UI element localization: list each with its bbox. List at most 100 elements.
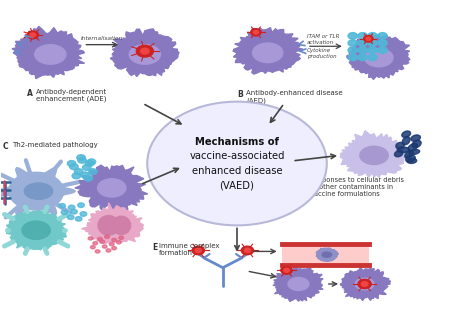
Ellipse shape bbox=[322, 252, 331, 257]
Ellipse shape bbox=[402, 137, 410, 145]
Circle shape bbox=[358, 47, 367, 53]
Text: enhanced disease: enhanced disease bbox=[191, 166, 283, 176]
Circle shape bbox=[358, 279, 371, 288]
Ellipse shape bbox=[409, 149, 419, 155]
Circle shape bbox=[100, 240, 105, 243]
Circle shape bbox=[87, 159, 96, 165]
Ellipse shape bbox=[396, 142, 404, 149]
Circle shape bbox=[77, 155, 85, 161]
Ellipse shape bbox=[253, 43, 283, 62]
Circle shape bbox=[253, 30, 258, 34]
Circle shape bbox=[368, 47, 377, 53]
Circle shape bbox=[192, 246, 204, 255]
Polygon shape bbox=[233, 28, 303, 74]
Circle shape bbox=[348, 54, 357, 60]
Circle shape bbox=[368, 33, 377, 39]
Circle shape bbox=[368, 40, 377, 46]
Text: (VAED): (VAED) bbox=[219, 181, 255, 191]
Circle shape bbox=[251, 29, 261, 36]
Text: D: D bbox=[303, 177, 310, 185]
Ellipse shape bbox=[129, 45, 160, 64]
Circle shape bbox=[82, 164, 91, 170]
Text: C: C bbox=[3, 142, 9, 151]
Bar bbox=[282, 244, 369, 265]
Polygon shape bbox=[340, 131, 410, 177]
Circle shape bbox=[244, 248, 250, 252]
Polygon shape bbox=[316, 248, 338, 262]
Circle shape bbox=[366, 37, 371, 41]
Circle shape bbox=[358, 33, 367, 39]
Text: Antibody-dependent
enhancement (ADE): Antibody-dependent enhancement (ADE) bbox=[36, 89, 107, 102]
Ellipse shape bbox=[360, 146, 388, 164]
Circle shape bbox=[105, 235, 109, 238]
Circle shape bbox=[137, 45, 154, 57]
Text: Antibody-enhanced disease
(AED): Antibody-enhanced disease (AED) bbox=[246, 90, 343, 104]
Ellipse shape bbox=[365, 48, 393, 67]
Polygon shape bbox=[6, 209, 66, 250]
Text: Responses to cellular debris
or other contaminants in
vaccine formulations: Responses to cellular debris or other co… bbox=[310, 177, 404, 197]
Circle shape bbox=[358, 40, 367, 46]
Circle shape bbox=[85, 161, 94, 166]
Circle shape bbox=[67, 161, 76, 166]
Polygon shape bbox=[75, 165, 148, 213]
Ellipse shape bbox=[407, 158, 417, 164]
Circle shape bbox=[112, 247, 117, 250]
Circle shape bbox=[348, 40, 357, 46]
Polygon shape bbox=[82, 203, 144, 244]
Circle shape bbox=[195, 248, 201, 252]
Ellipse shape bbox=[412, 140, 421, 147]
Circle shape bbox=[59, 203, 65, 208]
Ellipse shape bbox=[22, 221, 50, 239]
Ellipse shape bbox=[112, 216, 131, 234]
Polygon shape bbox=[340, 267, 391, 301]
Text: E: E bbox=[152, 243, 157, 252]
Text: Internalisation: Internalisation bbox=[81, 36, 123, 42]
Circle shape bbox=[84, 175, 92, 181]
Text: Cytokine: Cytokine bbox=[307, 48, 331, 53]
Circle shape bbox=[106, 249, 111, 252]
Circle shape bbox=[67, 215, 74, 219]
Circle shape bbox=[68, 205, 75, 210]
Circle shape bbox=[102, 245, 107, 248]
Ellipse shape bbox=[35, 45, 66, 64]
Circle shape bbox=[27, 31, 38, 39]
Polygon shape bbox=[12, 26, 84, 78]
Circle shape bbox=[119, 236, 124, 239]
Circle shape bbox=[348, 47, 357, 53]
Circle shape bbox=[74, 169, 83, 175]
Text: Immune complex
formation: Immune complex formation bbox=[159, 243, 219, 256]
Ellipse shape bbox=[408, 144, 418, 151]
Circle shape bbox=[88, 237, 93, 240]
Circle shape bbox=[93, 242, 98, 245]
Text: vaccine-associated: vaccine-associated bbox=[189, 151, 285, 161]
Circle shape bbox=[284, 268, 290, 272]
Circle shape bbox=[70, 164, 78, 170]
Circle shape bbox=[91, 246, 95, 249]
Ellipse shape bbox=[98, 179, 126, 197]
Polygon shape bbox=[0, 168, 75, 215]
Circle shape bbox=[378, 47, 387, 53]
Text: production: production bbox=[307, 54, 337, 59]
Circle shape bbox=[78, 203, 84, 207]
Circle shape bbox=[348, 33, 357, 39]
Circle shape bbox=[368, 54, 377, 60]
Polygon shape bbox=[273, 266, 323, 301]
Text: activation: activation bbox=[307, 41, 334, 45]
Circle shape bbox=[75, 216, 82, 221]
Ellipse shape bbox=[98, 215, 119, 235]
Circle shape bbox=[30, 33, 36, 37]
Text: A: A bbox=[27, 89, 33, 97]
Circle shape bbox=[364, 36, 373, 42]
Polygon shape bbox=[110, 29, 179, 77]
Ellipse shape bbox=[394, 151, 403, 157]
Ellipse shape bbox=[397, 147, 410, 152]
Circle shape bbox=[147, 102, 327, 225]
Circle shape bbox=[95, 250, 100, 253]
Text: Th2-mediated pathology: Th2-mediated pathology bbox=[12, 142, 98, 148]
Circle shape bbox=[98, 237, 102, 241]
Ellipse shape bbox=[411, 135, 420, 141]
Polygon shape bbox=[347, 34, 410, 79]
Circle shape bbox=[112, 238, 117, 242]
Ellipse shape bbox=[355, 278, 374, 290]
Circle shape bbox=[378, 40, 387, 46]
